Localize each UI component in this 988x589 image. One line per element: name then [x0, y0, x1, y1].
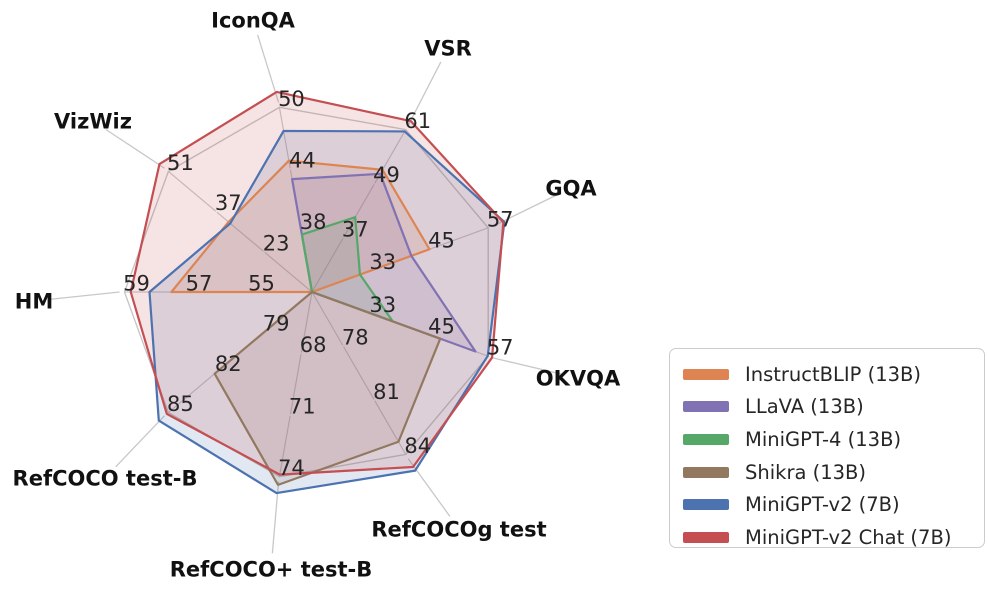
tick-label: 84	[404, 434, 431, 458]
legend-label: InstructBLIP (13B)	[745, 362, 922, 386]
legend-label: MiniGPT-4 (13B)	[745, 427, 902, 451]
tick-label: 33	[369, 293, 396, 317]
legend-swatch	[683, 401, 729, 413]
tick-label: 61	[404, 109, 431, 133]
axis-leader-line	[105, 128, 165, 169]
tick-label: 81	[373, 380, 400, 404]
axis-spoke	[167, 171, 313, 293]
axis-label: RefCOCO+ test-B	[170, 558, 373, 582]
grid-ring	[186, 168, 431, 416]
tick-label: 55	[248, 272, 275, 296]
axis-label: OKVQA	[536, 367, 621, 391]
legend-swatch	[683, 466, 729, 478]
tick-label: 44	[289, 148, 316, 172]
series-line	[129, 90, 505, 476]
axis-label: RefCOCOg test	[371, 518, 546, 542]
tick-label: 37	[215, 191, 242, 215]
tick-label: 57	[487, 336, 514, 360]
tick-label: 57	[487, 207, 514, 231]
tick-label: 45	[428, 229, 455, 253]
grid-ring	[248, 229, 372, 355]
grid-layer	[49, 34, 563, 554]
tick-label: 45	[428, 314, 455, 338]
series-line	[148, 129, 506, 495]
axis-spoke	[278, 291, 313, 477]
axis-leader-line	[115, 415, 166, 468]
tick-label: 23	[263, 231, 290, 255]
axis-leader-line	[407, 458, 451, 517]
axis-label: HM	[15, 290, 53, 314]
tick-label: 71	[289, 395, 316, 419]
legend-label: LLaVA (13B)	[745, 395, 864, 419]
tick-label: 51	[167, 151, 194, 175]
legend-swatch	[683, 368, 729, 380]
grid-ring	[123, 106, 489, 478]
tick-label: 37	[342, 217, 369, 241]
tick-label: 68	[300, 333, 327, 357]
axis-leader-line	[492, 357, 563, 376]
tick-label: 82	[215, 352, 242, 376]
axis-leader-line	[256, 34, 280, 103]
legend-label: MiniGPT-v2 Chat (7B)	[745, 525, 952, 549]
tick-label: 38	[300, 210, 327, 234]
axis-spoke	[311, 291, 407, 455]
legend: InstructBLIP (13B) LLaVA (13B) MiniGPT-4 (…	[669, 348, 985, 549]
tick-label: 57	[186, 272, 213, 296]
axis-leader-line	[407, 61, 442, 126]
axis-label: IconQA	[211, 9, 295, 33]
tick-label: 78	[342, 326, 369, 350]
label-layer: 38 44 50 37 49 61 33 45 57 33 45 57 78 81 84 68 71 74 79 82…	[13, 9, 621, 582]
axis-spoke	[311, 129, 407, 293]
series-fill	[301, 217, 393, 322]
tick-label: 59	[123, 272, 150, 296]
series-line-layer	[129, 90, 506, 495]
legend-label: MiniGPT-v2 (7B)	[745, 493, 900, 517]
legend-item: LLaVA (13B)	[683, 391, 984, 424]
tick-label: 33	[369, 250, 396, 274]
legend-item: MiniGPT-4 (13B)	[683, 423, 984, 456]
axis-label: RefCOCO test-B	[13, 467, 198, 491]
tick-label: 74	[278, 456, 305, 480]
legend-label: Shikra (13B)	[745, 460, 867, 484]
series-fill	[292, 173, 476, 352]
legend-swatch	[683, 531, 729, 543]
axis-label: VizWiz	[54, 110, 132, 134]
legend-item: InstructBLIP (13B)	[683, 358, 984, 391]
axis-label: GQA	[545, 177, 597, 201]
legend-item: MiniGPT-v2 (7B)	[683, 488, 984, 521]
legend-item: Shikra (13B)	[683, 456, 984, 489]
series-fill	[149, 130, 505, 494]
legend-swatch	[683, 499, 729, 511]
tick-label: 50	[278, 87, 305, 111]
axis-leader-line	[49, 291, 120, 301]
series-fill-layer	[130, 91, 505, 494]
tick-label: 85	[167, 392, 194, 416]
tick-label: 49	[373, 163, 400, 187]
legend-swatch	[683, 433, 729, 445]
legend-item: MiniGPT-v2 Chat (7B)	[683, 521, 984, 554]
series-line	[213, 290, 442, 486]
series-fill	[214, 292, 441, 485]
series-line	[300, 216, 394, 323]
tick-label: 79	[263, 312, 290, 336]
series-fill	[130, 91, 504, 475]
axis-label: VSR	[424, 37, 472, 61]
